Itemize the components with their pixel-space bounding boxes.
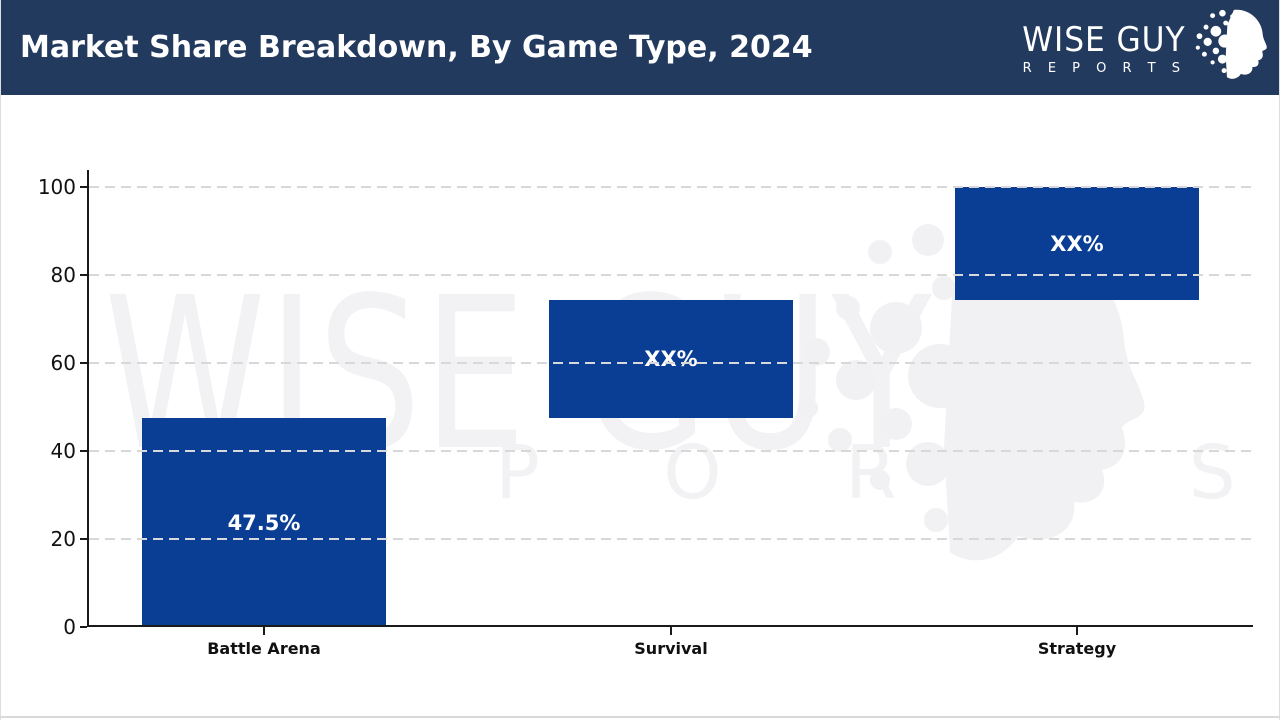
page-border-bottom: [0, 716, 1280, 718]
y-tick-label: 60: [50, 351, 76, 375]
header-band: Market Share Breakdown, By Game Type, 20…: [0, 0, 1280, 95]
x-tick-mark: [670, 627, 672, 635]
x-tick-mark: [1076, 627, 1078, 635]
y-tick-mark: [80, 538, 87, 540]
y-axis-line: [87, 170, 89, 627]
bar-value-label: XX%: [644, 347, 698, 372]
grid-line: [89, 274, 1253, 276]
grid-line: [89, 186, 1253, 188]
x-tick-label: Battle Arena: [207, 639, 321, 658]
y-tick-label: 80: [50, 263, 76, 287]
bar-value-label: 47.5%: [227, 510, 301, 535]
y-tick-label: 40: [50, 439, 76, 463]
grid-line: [89, 362, 1253, 364]
page-border-left: [0, 0, 1, 720]
brand-head-icon: [1188, 5, 1270, 91]
brand-logo-text: WISE GUY R E P O R T S: [1008, 20, 1186, 76]
x-tick-mark: [263, 627, 265, 635]
watermark-head-icon: [720, 200, 1200, 604]
y-tick-label: 20: [50, 527, 76, 551]
x-tick-label: Strategy: [1037, 639, 1117, 658]
y-tick-mark: [80, 450, 87, 452]
bar-value-label: XX%: [1050, 231, 1104, 256]
grid-line: [89, 450, 1253, 452]
bar: XX%: [955, 187, 1199, 301]
y-tick-mark: [80, 274, 87, 276]
brand-subtitle: R E P O R T S: [1022, 61, 1186, 76]
bar: 47.5%: [142, 418, 386, 627]
y-tick-label: 100: [37, 175, 76, 199]
y-tick-mark: [80, 186, 87, 188]
grid-line: [89, 538, 1253, 540]
brand-logo: WISE GUY R E P O R T S: [1008, 6, 1270, 90]
brand-name: WISE GUY: [1022, 20, 1186, 60]
bar: XX%: [549, 300, 793, 418]
y-tick-mark: [80, 362, 87, 364]
y-tick-mark: [80, 626, 87, 628]
x-tick-label: Survival: [634, 639, 708, 658]
x-axis-line: [87, 625, 1253, 627]
y-tick-label: 0: [63, 615, 76, 639]
page-title: Market Share Breakdown, By Game Type, 20…: [20, 30, 813, 65]
